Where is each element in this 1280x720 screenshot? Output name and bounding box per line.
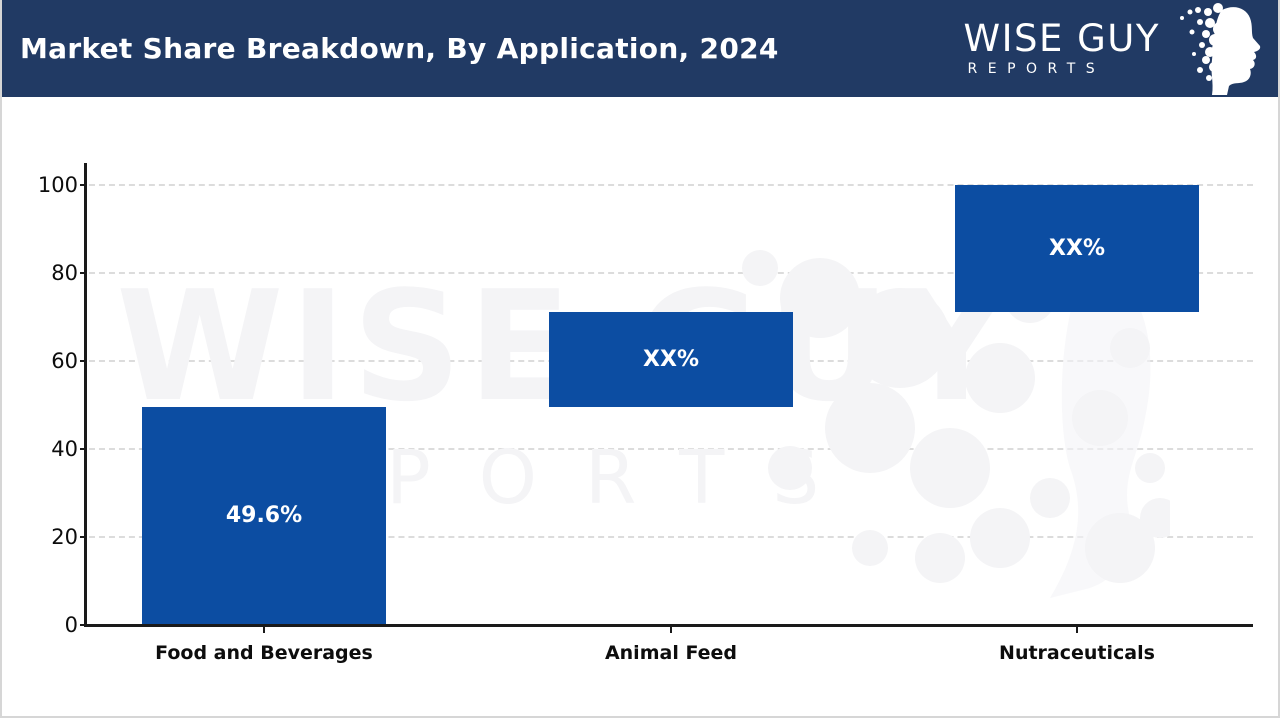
gridline-80	[89, 271, 1253, 274]
page-title: Market Share Breakdown, By Application, …	[20, 32, 779, 65]
y-tick-mark-100	[80, 183, 87, 186]
x-axis-spine	[84, 624, 1253, 627]
gridline-40	[89, 447, 1253, 450]
gridline-20	[89, 535, 1253, 538]
x-tick-mark-nutraceuticals	[1076, 626, 1078, 633]
bar-value-label-food-and-beverages: 49.6%	[225, 503, 303, 529]
gridline-100	[89, 183, 1253, 186]
y-tick-mark-20	[80, 535, 87, 538]
logo-wordmark: WISE GUY	[963, 16, 1160, 60]
category-label-nutraceuticals: Nutraceuticals	[999, 642, 1155, 664]
y-tick-mark-0	[80, 624, 87, 626]
y-tick-label-60: 60	[51, 348, 78, 373]
y-tick-mark-60	[80, 359, 87, 362]
dotted-face-logo-icon	[1180, 2, 1261, 95]
bar-nutraceuticals: XX%	[955, 184, 1199, 313]
y-tick-mark-80	[80, 271, 87, 274]
bar-food-and-beverages: 49.6%	[142, 406, 386, 625]
y-tick-label-40: 40	[51, 436, 78, 461]
category-label-animal-feed: Animal Feed	[604, 642, 738, 664]
logo-subtitle: REPORTS	[967, 60, 1106, 77]
y-tick-mark-40	[80, 447, 87, 450]
wise-guy-reports-logo: WISE GUY REPORTS	[964, 2, 1280, 96]
logo-text: WISE GUY REPORTS	[963, 16, 1160, 78]
x-tick-mark-food-and-beverages	[263, 626, 265, 633]
x-tick-mark-animal-feed	[670, 626, 672, 633]
y-tick-label-80: 80	[51, 260, 78, 285]
bar-value-label-animal-feed: XX%	[643, 346, 699, 372]
y-axis-spine	[84, 163, 87, 627]
y-tick-label-20: 20	[51, 524, 78, 549]
header-bar: Market Share Breakdown, By Application, …	[0, 0, 1280, 97]
y-tick-label-0: 0	[64, 613, 78, 637]
category-label-food-and-beverages: Food and Beverages	[155, 642, 373, 664]
y-tick-label-100: 100	[37, 172, 78, 197]
bar-animal-feed: XX%	[549, 312, 793, 407]
bar-value-label-nutraceuticals: XX%	[1049, 235, 1105, 261]
